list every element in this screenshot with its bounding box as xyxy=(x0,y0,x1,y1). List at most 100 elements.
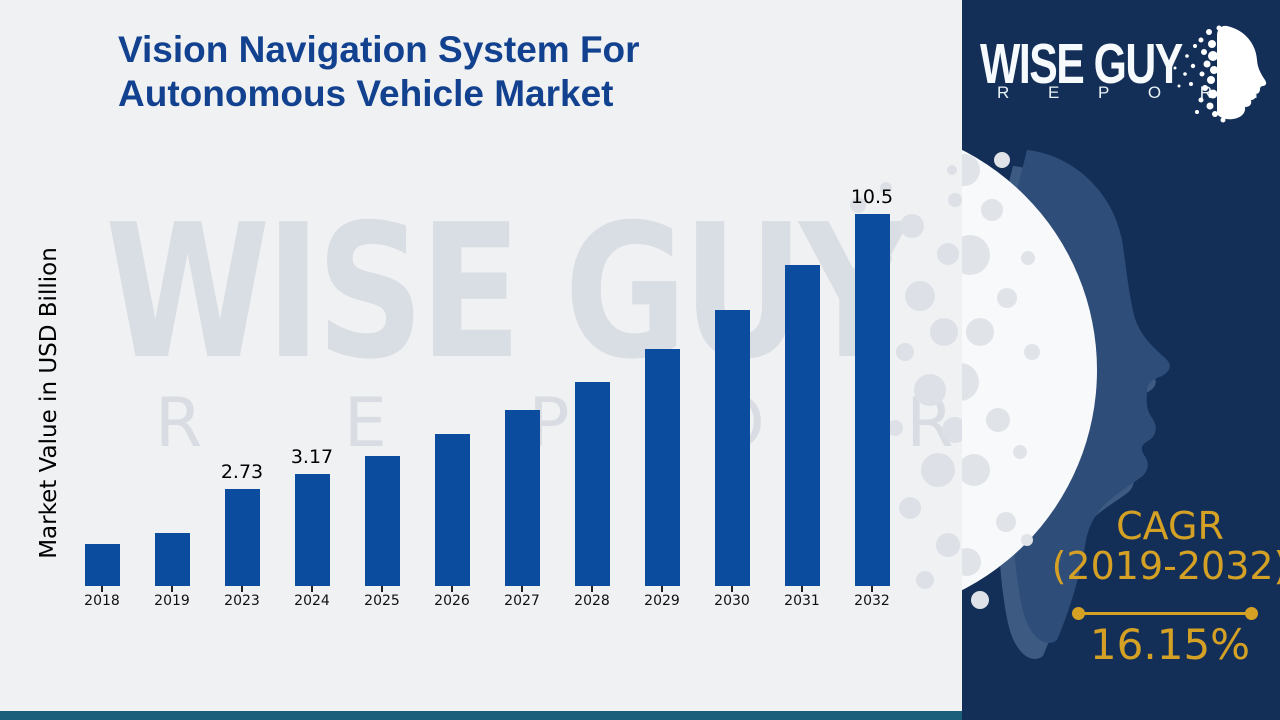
x-tick-2029 xyxy=(661,586,663,592)
decorative-dot xyxy=(1206,29,1212,35)
decorative-dot xyxy=(962,235,990,275)
x-tick-label-2026: 2026 xyxy=(434,593,470,609)
cagr-period: (2019-2032) xyxy=(1051,544,1280,588)
decorative-dot xyxy=(1193,44,1197,48)
x-tick-label-2031: 2031 xyxy=(784,593,820,609)
decorative-dot xyxy=(1220,117,1226,123)
logo: WISE GUY R E P O R T S xyxy=(962,0,1280,130)
decorative-dot xyxy=(1195,110,1199,114)
x-tick-label-2019: 2019 xyxy=(154,593,190,609)
decorative-dot xyxy=(1202,85,1208,91)
decorative-dot xyxy=(899,497,921,519)
bar-2023 xyxy=(224,489,260,586)
decorative-dot xyxy=(1201,49,1207,55)
x-tick-label-2029: 2029 xyxy=(644,593,680,609)
decorative-dot xyxy=(994,152,1010,168)
x-tick-2025 xyxy=(381,586,383,592)
decorative-dot xyxy=(936,533,960,557)
decorative-dot xyxy=(1208,51,1218,61)
decorative-dot xyxy=(1013,445,1027,459)
cagr-value: 16.15% xyxy=(1089,620,1251,669)
decorative-dot xyxy=(887,420,903,436)
gold-line-right-dot-icon xyxy=(1245,607,1258,620)
decorative-dot xyxy=(1210,66,1218,74)
logo-sub-text: R E P O R T S xyxy=(997,83,1280,102)
decorative-dot xyxy=(962,154,980,186)
decorative-dot xyxy=(1208,40,1216,48)
x-tick-label-2025: 2025 xyxy=(364,593,400,609)
data-label-2024: 3.17 xyxy=(290,446,334,468)
bar-2031 xyxy=(784,265,820,586)
page-title-line1: Vision Navigation System For xyxy=(118,29,640,70)
decorative-dot xyxy=(921,453,955,487)
decorative-dot xyxy=(1198,37,1204,43)
x-tick-2031 xyxy=(801,586,803,592)
x-tick-2027 xyxy=(521,586,523,592)
x-tick-2026 xyxy=(451,586,453,592)
x-tick-label-2024: 2024 xyxy=(294,593,330,609)
decorative-dot xyxy=(1021,534,1033,546)
bar-2019 xyxy=(154,533,190,586)
x-tick-2032 xyxy=(871,586,873,592)
decorative-dot xyxy=(942,417,968,443)
decorative-dot xyxy=(1198,97,1204,103)
decorative-dot xyxy=(962,454,990,486)
decorative-dot xyxy=(1175,48,1179,52)
decorative-dot xyxy=(947,165,957,175)
decorative-dot xyxy=(905,281,935,311)
bottom-accent-strip xyxy=(0,711,962,720)
x-tick-2024 xyxy=(311,586,313,592)
decorative-dot xyxy=(981,199,1003,221)
decorative-dot xyxy=(971,591,989,609)
bar-2025 xyxy=(364,456,400,586)
x-tick-label-2027: 2027 xyxy=(504,593,540,609)
decorative-dot xyxy=(1190,63,1196,69)
decorative-dot xyxy=(900,214,924,238)
x-tick-2028 xyxy=(591,586,593,592)
brain-dots-icon xyxy=(962,152,1040,609)
x-tick-label-2030: 2030 xyxy=(714,593,750,609)
x-tick-label-2018: 2018 xyxy=(84,593,120,609)
bar-2030 xyxy=(714,310,750,586)
decorative-dot xyxy=(880,182,892,194)
decorative-dot xyxy=(937,243,959,265)
decorative-dot xyxy=(1207,76,1215,84)
gold-divider-line xyxy=(1078,612,1256,615)
decorative-dot xyxy=(1189,82,1193,86)
decorative-dot xyxy=(1183,72,1187,76)
cagr-label: CAGR xyxy=(1116,504,1224,548)
bar-2026 xyxy=(434,434,470,586)
y-axis-label: Market Value in USD Billion xyxy=(36,247,62,559)
decorative-dot xyxy=(896,343,914,361)
x-tick-2030 xyxy=(731,586,733,592)
decorative-dot xyxy=(914,374,946,406)
decorative-dot xyxy=(1212,111,1218,117)
decorative-dot xyxy=(996,512,1016,532)
decorative-dot xyxy=(1021,251,1035,265)
decorative-dot xyxy=(930,318,958,346)
decorative-dot xyxy=(1173,66,1177,70)
decorative-dot xyxy=(850,197,866,213)
page-title-line2: Autonomous Vehicle Market xyxy=(118,73,614,114)
decorative-dot xyxy=(962,548,981,576)
x-tick-2023 xyxy=(241,586,243,592)
decorative-dot xyxy=(1185,54,1189,58)
decorative-dot xyxy=(948,193,962,207)
logo-dotted-head-icon xyxy=(1173,25,1267,123)
bar-2028 xyxy=(574,382,610,586)
bar-2027 xyxy=(504,410,540,586)
decorative-dot xyxy=(916,571,934,589)
decorative-dot xyxy=(997,288,1017,308)
decorative-dot xyxy=(1199,71,1205,77)
logo-brand-text: WISE GUY xyxy=(980,32,1183,96)
watermark-text-line1: WISE GUY xyxy=(105,184,908,400)
bar-2029 xyxy=(644,349,680,586)
brand-panel: WISE GUY R E P O R T S CAGR (2019-2032) … xyxy=(962,0,1280,720)
data-label-2023: 2.73 xyxy=(220,461,264,483)
decorative-dot xyxy=(1203,60,1211,68)
decorative-dot xyxy=(1216,25,1222,31)
bar-2032 xyxy=(854,214,890,586)
x-tick-label-2023: 2023 xyxy=(224,593,260,609)
page-title: Vision Navigation System For Autonomous … xyxy=(118,28,640,116)
